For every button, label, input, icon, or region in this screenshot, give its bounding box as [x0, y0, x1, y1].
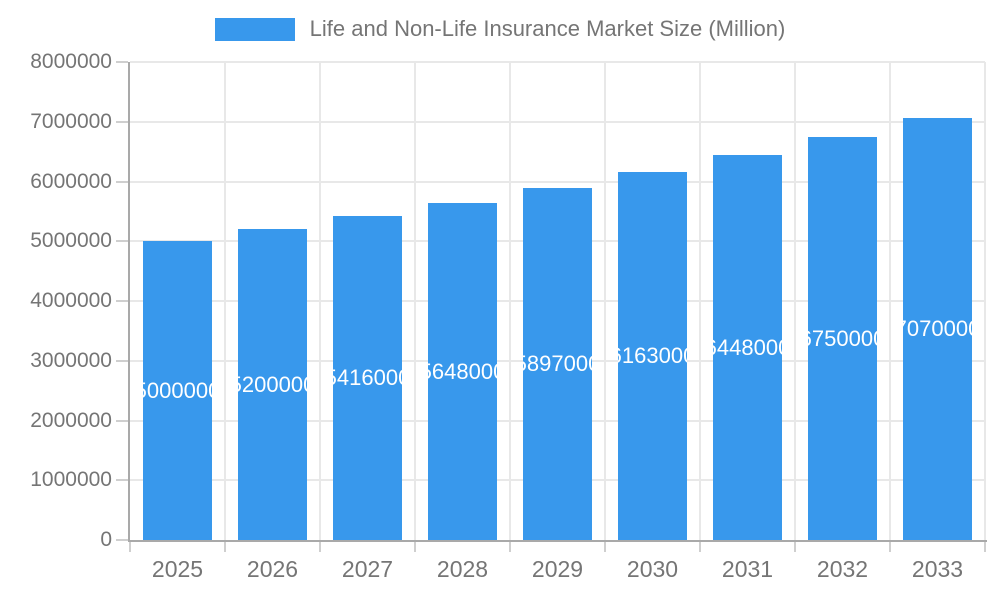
y-tick-mark	[116, 359, 128, 362]
gridline-vertical	[794, 62, 796, 540]
y-axis-tick-label: 7000000	[30, 109, 112, 133]
bar-2032[interactable]: 6750000	[808, 137, 877, 540]
x-tick-mark	[414, 542, 416, 552]
gridline-vertical	[319, 62, 321, 540]
y-tick-mark	[116, 240, 128, 243]
bar-value-label: 5000000	[143, 377, 212, 403]
bar-2029[interactable]: 5897000	[523, 188, 592, 540]
bar-2031[interactable]: 6448000	[713, 155, 782, 540]
bar-value-label: 6163000	[618, 343, 687, 368]
y-axis-tick-label: 1000000	[30, 468, 112, 492]
x-tick-mark	[604, 542, 606, 552]
gridline-vertical	[604, 62, 606, 540]
x-axis-tick-label: 2030	[626, 556, 679, 582]
x-axis-line	[128, 540, 987, 542]
y-tick-mark	[116, 479, 128, 482]
y-tick-mark	[116, 120, 128, 123]
y-axis-tick-label: 0	[100, 528, 112, 551]
bar-2030[interactable]: 6163000	[618, 172, 687, 540]
gridline-horizontal	[130, 180, 985, 183]
bar-2028[interactable]: 5648000	[428, 203, 497, 540]
bar-value-label: 7070000	[903, 316, 972, 341]
x-tick-mark	[699, 542, 701, 552]
gridline-vertical	[889, 62, 891, 540]
x-tick-mark	[509, 542, 511, 552]
y-tick-mark	[116, 539, 128, 541]
x-tick-mark	[984, 542, 986, 552]
x-tick-mark	[889, 542, 891, 552]
gridline-vertical	[414, 62, 416, 540]
bar-value-label: 5897000	[523, 351, 592, 376]
x-axis-tick-label: 2033	[911, 556, 964, 582]
plot-area: 5000000 5200000 5416000 5648000 5897000 61630…	[130, 61, 986, 540]
y-axis-tick-label: 3000000	[30, 348, 112, 372]
bar-2033[interactable]: 7070000	[903, 118, 972, 540]
x-tick-mark	[129, 542, 131, 552]
legend-swatch	[214, 17, 295, 41]
bar-value-label: 5648000	[428, 358, 497, 384]
bar-value-label: 6750000	[808, 325, 877, 351]
x-axis-tick-label: 2029	[531, 556, 584, 582]
gridline-vertical	[984, 62, 986, 540]
y-axis-line	[128, 62, 130, 542]
y-axis-tick-label: 2000000	[30, 408, 112, 432]
gridline-vertical	[224, 62, 226, 540]
bar-2025[interactable]: 5000000	[143, 241, 212, 540]
bar-value-label: 5200000	[238, 371, 307, 397]
gridline-horizontal	[130, 120, 985, 123]
x-axis-tick-label: 2026	[246, 556, 299, 582]
bar-value-label: 5416000	[333, 365, 402, 390]
bar-2026[interactable]: 5200000	[238, 229, 307, 540]
y-tick-mark	[116, 180, 128, 183]
legend-label: Life and Non-Life Insurance Market Size …	[309, 16, 786, 41]
gridline-horizontal	[130, 61, 985, 63]
bar-2027[interactable]: 5416000	[333, 216, 402, 540]
y-tick-mark	[116, 300, 128, 302]
x-axis-tick-label: 2028	[436, 556, 489, 582]
y-axis-tick-label: 4000000	[30, 289, 112, 312]
y-tick-mark	[116, 419, 128, 422]
x-axis-tick-label: 2031	[721, 556, 774, 582]
bar-value-label: 6448000	[713, 334, 782, 360]
gridline-vertical	[509, 62, 511, 540]
y-tick-mark	[116, 61, 128, 63]
y-axis-tick-label: 5000000	[30, 229, 112, 253]
y-axis-tick-label: 6000000	[30, 169, 112, 193]
x-axis-tick-label: 2025	[151, 556, 204, 582]
x-axis-tick-label: 2027	[341, 556, 394, 582]
gridline-vertical	[699, 62, 701, 540]
y-axis-tick-label: 8000000	[30, 50, 112, 73]
x-tick-mark	[319, 542, 321, 552]
x-axis-tick-label: 2032	[816, 556, 869, 582]
x-tick-mark	[224, 542, 226, 552]
chart-legend-item[interactable]: Life and Non-Life Insurance Market Size …	[0, 16, 1000, 42]
x-tick-mark	[794, 542, 796, 552]
